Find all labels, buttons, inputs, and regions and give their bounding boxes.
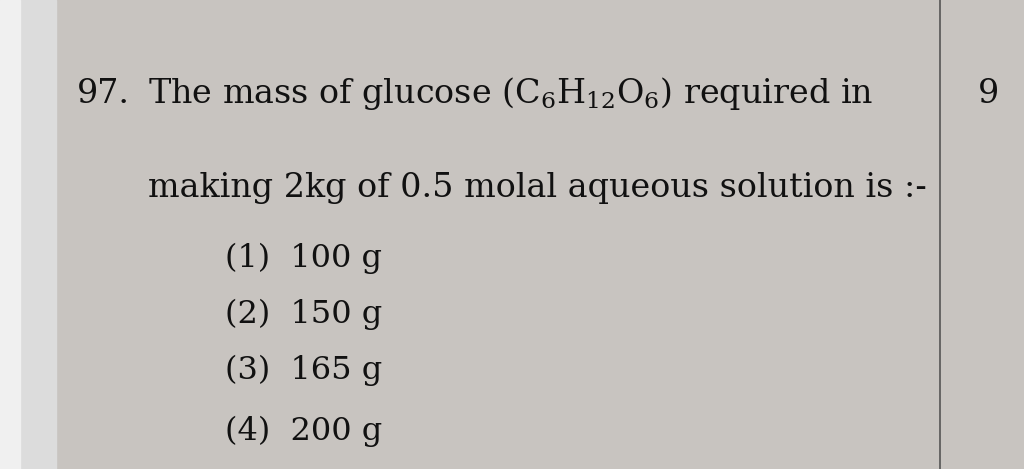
- Text: (4)  200 g: (4) 200 g: [225, 416, 383, 447]
- Bar: [0, 0, 20, 469]
- Text: (3)  165 g: (3) 165 g: [225, 355, 383, 386]
- Text: (2)  150 g: (2) 150 g: [225, 299, 383, 330]
- Text: 9: 9: [978, 78, 999, 110]
- Text: (1)  100 g: (1) 100 g: [225, 242, 382, 273]
- Text: 97.: 97.: [77, 78, 130, 110]
- Bar: [0, 0, 56, 469]
- Text: making 2kg of 0.5 molal aqueous solution is :-: making 2kg of 0.5 molal aqueous solution…: [148, 172, 927, 204]
- Text: The mass of glucose ($\mathregular{C_6H_{12}O_6}$) required in: The mass of glucose ($\mathregular{C_6H_…: [148, 76, 873, 112]
- Bar: [940, 0, 1024, 469]
